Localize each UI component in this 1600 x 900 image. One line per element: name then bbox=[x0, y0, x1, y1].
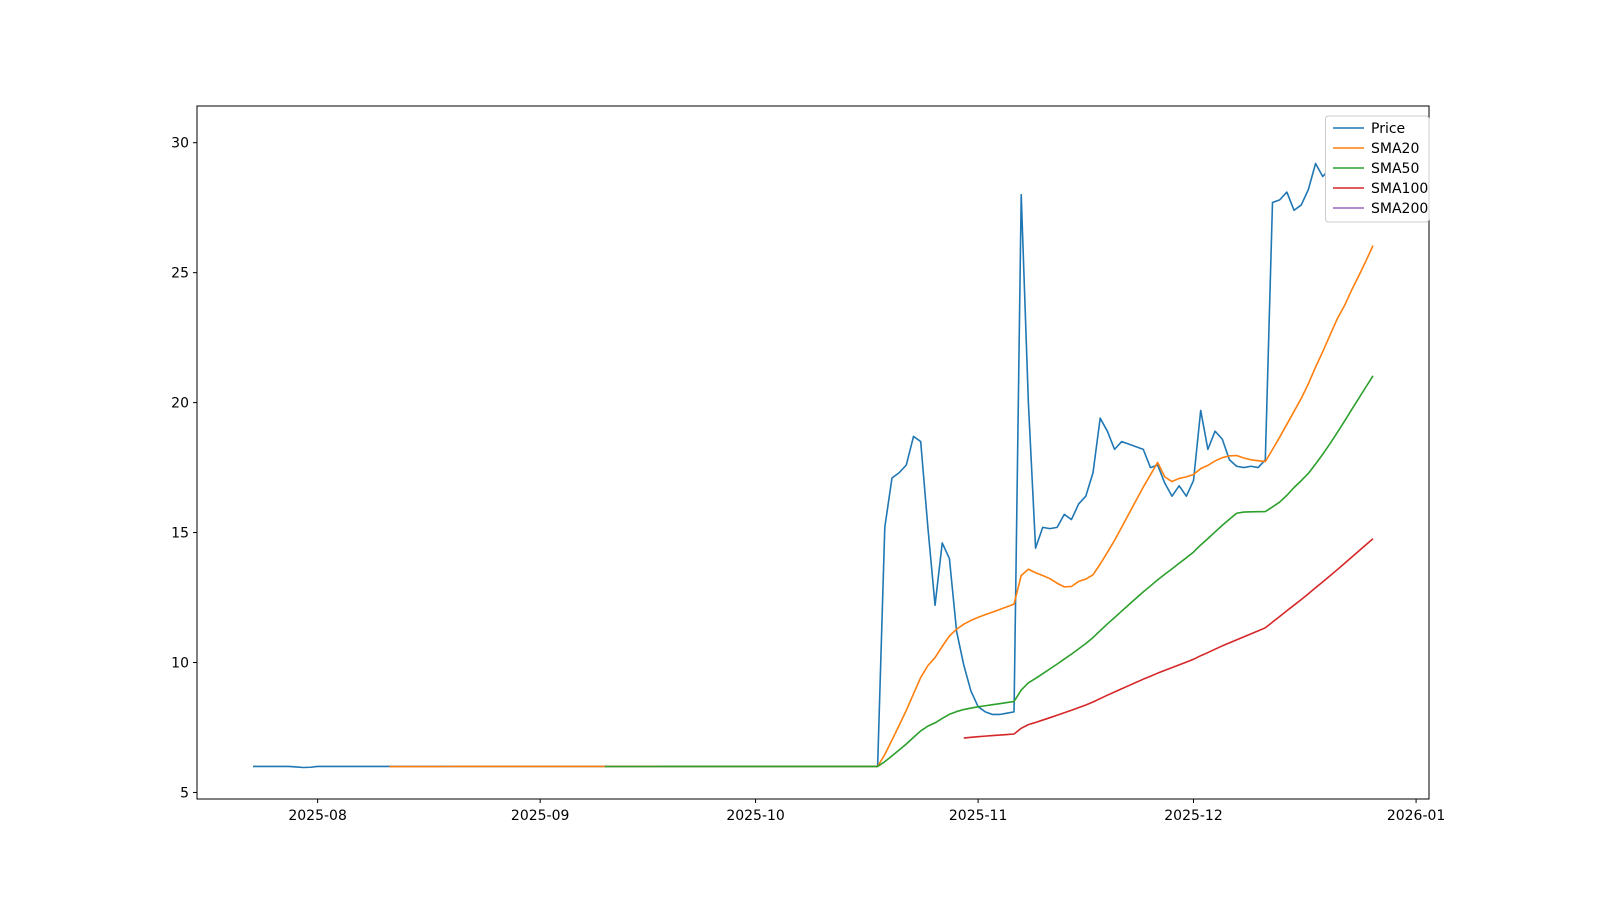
x-tick-label: 2025-12 bbox=[1164, 808, 1223, 824]
legend-label-sma50: SMA50 bbox=[1371, 161, 1419, 177]
series-line-sma20 bbox=[389, 245, 1374, 768]
x-tick-label: 2025-11 bbox=[949, 808, 1008, 824]
y-tick-label: 30 bbox=[171, 136, 189, 152]
x-tick-label: 2026-01 bbox=[1387, 808, 1446, 824]
legend-item-sma200: SMA200 bbox=[1333, 201, 1428, 217]
y-tick-label: 20 bbox=[171, 396, 189, 412]
x-tick-label: 2025-08 bbox=[288, 808, 347, 824]
legend: Price SMA20 SMA50 SMA100 SMA200 bbox=[1325, 115, 1430, 223]
legend-label-sma100: SMA100 bbox=[1371, 181, 1428, 197]
legend-label-sma20: SMA20 bbox=[1371, 141, 1419, 157]
y-tick-label: 10 bbox=[171, 656, 189, 672]
legend-item-sma50: SMA50 bbox=[1333, 161, 1419, 177]
series-line-sma50 bbox=[604, 375, 1374, 768]
legend-item-sma20: SMA20 bbox=[1333, 141, 1419, 157]
plot-series bbox=[253, 136, 1374, 769]
y-axis: 5 10 15 20 25 30 bbox=[171, 136, 197, 801]
legend-item-sma100: SMA100 bbox=[1333, 181, 1428, 197]
legend-item-price: Price bbox=[1333, 121, 1405, 137]
y-tick-label: 25 bbox=[171, 266, 189, 282]
x-tick-label: 2025-10 bbox=[726, 808, 785, 824]
x-axis: 2025-08 2025-09 2025-10 2025-11 2025-12 2026-… bbox=[288, 799, 1445, 824]
series-line-sma100 bbox=[963, 538, 1374, 739]
legend-label-sma200: SMA200 bbox=[1371, 201, 1428, 217]
x-tick-label: 2025-09 bbox=[511, 808, 570, 824]
y-tick-label: 15 bbox=[171, 526, 189, 542]
y-tick-label: 5 bbox=[180, 785, 189, 801]
plot-border bbox=[196, 105, 1430, 800]
legend-box bbox=[1325, 115, 1430, 223]
legend-label-price: Price bbox=[1371, 121, 1405, 137]
